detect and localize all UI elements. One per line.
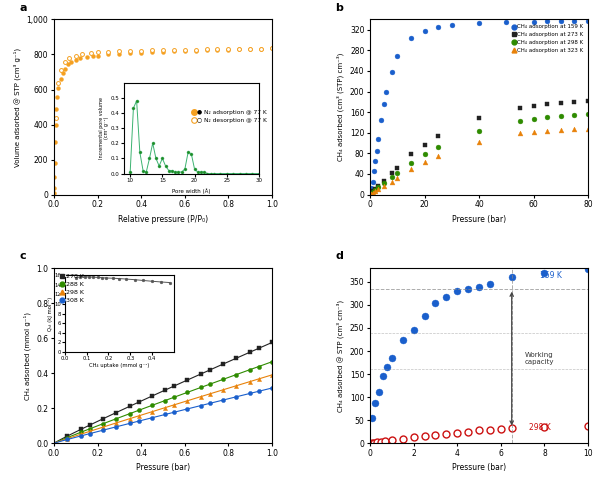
- Y-axis label: CH₄ adsorbed @ STP (cm³ cm⁻³): CH₄ adsorbed @ STP (cm³ cm⁻³): [337, 300, 344, 412]
- Legend: CH₄ adsorption at 159 K, CH₄ adsorption at 273 K, CH₄ adsorption at 298 K, CH₄ a: CH₄ adsorption at 159 K, CH₄ adsorption …: [511, 22, 585, 55]
- Legend: ● N₂ adsorption @ 77 K, ○ N₂ desorption @ 77 K: ● N₂ adsorption @ 77 K, ○ N₂ desorption …: [190, 107, 269, 125]
- Text: 159 K: 159 K: [540, 271, 562, 281]
- Text: 298 K: 298 K: [529, 424, 551, 432]
- Legend: 278 K, 288 K, 298 K, 308 K: 278 K, 288 K, 298 K, 308 K: [57, 271, 86, 305]
- X-axis label: Pressure (bar): Pressure (bar): [136, 463, 190, 472]
- X-axis label: Pressure (bar): Pressure (bar): [452, 463, 506, 472]
- Text: c: c: [19, 251, 26, 262]
- Y-axis label: CH₄ adsorbed (cm³ (STP) cm⁻³): CH₄ adsorbed (cm³ (STP) cm⁻³): [337, 53, 344, 161]
- Text: Working
capacity: Working capacity: [525, 353, 554, 365]
- X-axis label: Pressure (bar): Pressure (bar): [452, 215, 506, 224]
- Text: d: d: [335, 251, 343, 262]
- Text: b: b: [335, 3, 343, 13]
- Y-axis label: CH₄ adsorbed (mmol g⁻¹): CH₄ adsorbed (mmol g⁻¹): [23, 312, 31, 400]
- Y-axis label: Volume adsorbed @ STP (cm³ g⁻¹): Volume adsorbed @ STP (cm³ g⁻¹): [14, 47, 21, 167]
- X-axis label: Relative pressure (P/P₀): Relative pressure (P/P₀): [118, 215, 208, 224]
- Text: a: a: [19, 3, 26, 13]
